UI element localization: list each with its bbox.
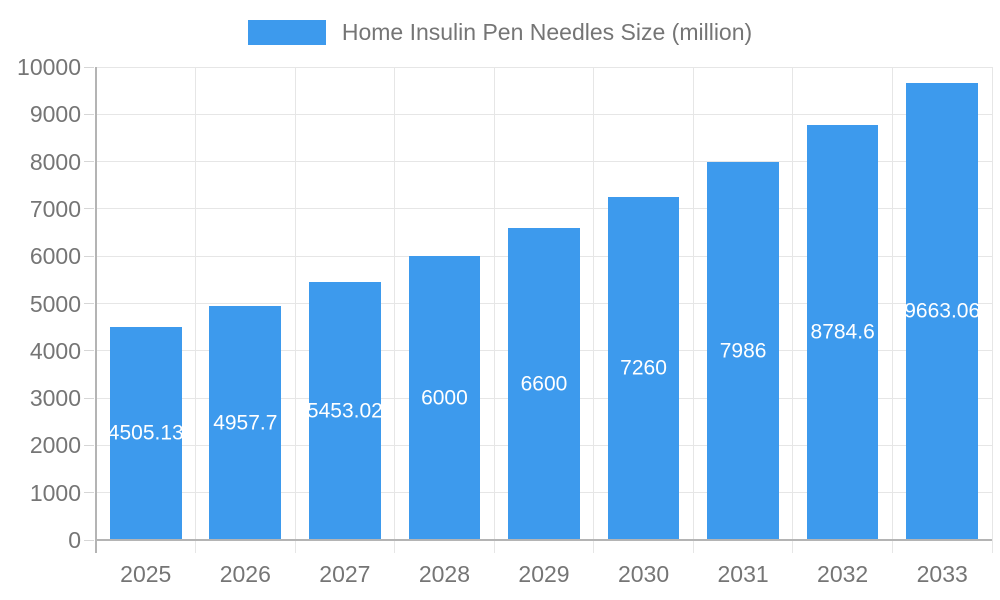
x-tick-label: 2033 [916, 561, 968, 587]
y-tick-mark [84, 492, 94, 494]
y-tick-mark [84, 66, 94, 68]
y-tick-label: 8000 [29, 148, 81, 175]
bar[interactable] [309, 282, 381, 540]
y-tick-mark [84, 208, 94, 210]
legend[interactable]: Home Insulin Pen Needles Size (million) [0, 19, 1000, 45]
bar-cell: 4505.13 2025 [96, 67, 196, 587]
x-tick-label: 2027 [319, 561, 371, 587]
x-gridline [692, 67, 694, 553]
y-tick-mark [84, 444, 94, 446]
x-gridline [294, 67, 296, 553]
bar[interactable] [508, 227, 580, 540]
y-tick-label: 10000 [17, 54, 81, 80]
x-gridline [195, 67, 197, 553]
bar-cell: 4957.7 2026 [196, 67, 296, 587]
x-tick-label: 2032 [817, 561, 869, 587]
bar-cell: 6600 2029 [494, 67, 594, 587]
bar-value-label: 4957.7 [213, 411, 278, 435]
bar-value-label: 9663.06 [904, 299, 981, 323]
x-axis-line [96, 539, 992, 541]
y-gridline [96, 161, 992, 163]
bar-value-label: 8784.6 [810, 320, 875, 344]
y-tick-label: 3000 [29, 385, 81, 412]
x-gridline [891, 67, 893, 553]
plot-area: 0 1000 2000 3000 4000 5000 6000 7000 8000 9000 100… [17, 56, 993, 587]
y-tick-mark [84, 350, 94, 352]
bar-cell: 7260 2030 [594, 67, 694, 587]
bar[interactable] [209, 305, 282, 540]
y-gridline [96, 66, 992, 68]
y-tick-mark [84, 539, 94, 541]
bar-value-label: 6000 [421, 386, 468, 410]
y-tick-label: 4000 [29, 337, 81, 364]
x-gridline [593, 67, 595, 553]
bar[interactable] [707, 162, 779, 540]
bar-cell: 7986 2031 [693, 67, 793, 587]
bar-value-label: 5453.02 [306, 399, 383, 423]
bar[interactable] [607, 196, 680, 540]
y-tick-mark [84, 397, 94, 399]
bar-value-label: 6600 [520, 372, 568, 396]
bar-cell: 6000 2028 [395, 67, 495, 587]
bar-cell: 8784.6 2032 [793, 67, 893, 587]
y-tick-label: 6000 [29, 243, 81, 270]
y-gridline [96, 113, 992, 115]
bar[interactable] [906, 82, 979, 540]
x-gridline [493, 67, 495, 553]
x-tick-label: 2025 [120, 561, 172, 587]
x-tick-label: 2029 [518, 561, 570, 587]
bar-value-label: 7260 [620, 356, 667, 380]
y-tick-label: 9000 [29, 101, 81, 128]
y-tick-mark [84, 303, 94, 304]
x-gridline [991, 67, 993, 553]
bar[interactable] [806, 124, 879, 540]
y-tick-mark [84, 113, 94, 115]
bar[interactable] [408, 256, 481, 540]
y-tick-mark [84, 161, 94, 163]
x-gridline [394, 67, 396, 553]
x-tick-label: 2031 [717, 561, 769, 587]
bar-value-label: 4505.13 [107, 421, 184, 445]
legend-swatch [247, 19, 326, 45]
y-tick-mark [84, 255, 94, 257]
y-tick-label: 5000 [29, 290, 81, 317]
legend-label: Home Insulin Pen Needles Size (million) [341, 19, 753, 45]
y-tick-label: 2000 [29, 432, 81, 459]
bar[interactable] [109, 326, 182, 540]
x-gridline [792, 67, 794, 553]
y-tick-label: 7000 [29, 195, 81, 222]
x-tick-label: 2026 [219, 561, 271, 587]
bar-cell: 5453.02 2027 [295, 67, 395, 587]
y-tick-label: 0 [68, 527, 81, 553]
bar-cell: 9663.06 2033 [892, 67, 992, 587]
y-gridline [96, 208, 992, 210]
y-tick-label: 1000 [29, 479, 81, 506]
bar-value-label: 7986 [719, 339, 767, 363]
x-tick-label: 2030 [617, 561, 670, 587]
x-tick-label: 2028 [418, 561, 471, 587]
y-axis-line [95, 67, 97, 553]
